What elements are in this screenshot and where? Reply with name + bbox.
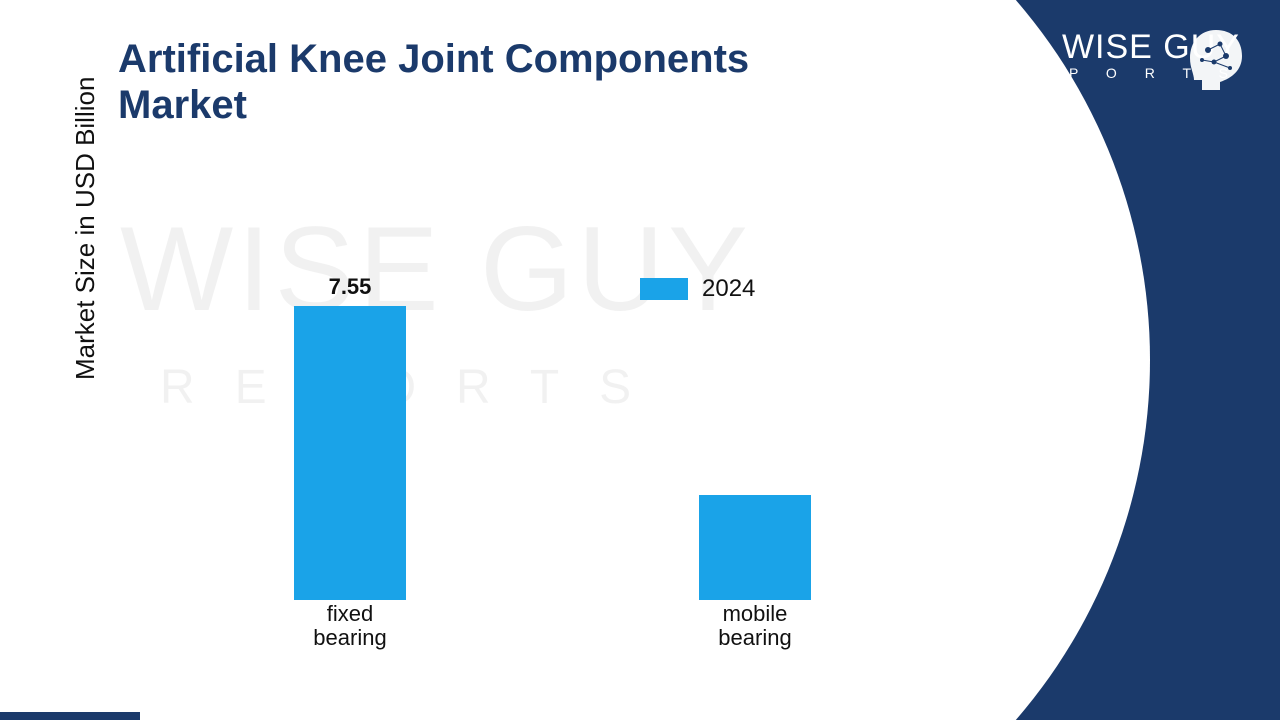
bar-value-label: 7.55: [329, 274, 372, 300]
brand-logo: WISE GUY R E P O R T S: [994, 28, 1240, 81]
bar: [294, 306, 406, 600]
plot-area: 7.55 fixedbearing mobilebearing: [130, 150, 930, 650]
x-axis-category-label: mobilebearing: [675, 602, 835, 650]
bottom-strip: [0, 712, 140, 720]
bar: [699, 495, 811, 600]
y-axis-label: Market Size in USD Billion: [70, 77, 101, 380]
chart-canvas: WISE GUY REPORTS WISE GUY R E P O R T S …: [0, 0, 1280, 720]
x-axis-category-label: fixedbearing: [270, 602, 430, 650]
chart-title: Artificial Knee Joint Components Market: [118, 36, 838, 128]
logo-head-icon: [1186, 28, 1246, 92]
